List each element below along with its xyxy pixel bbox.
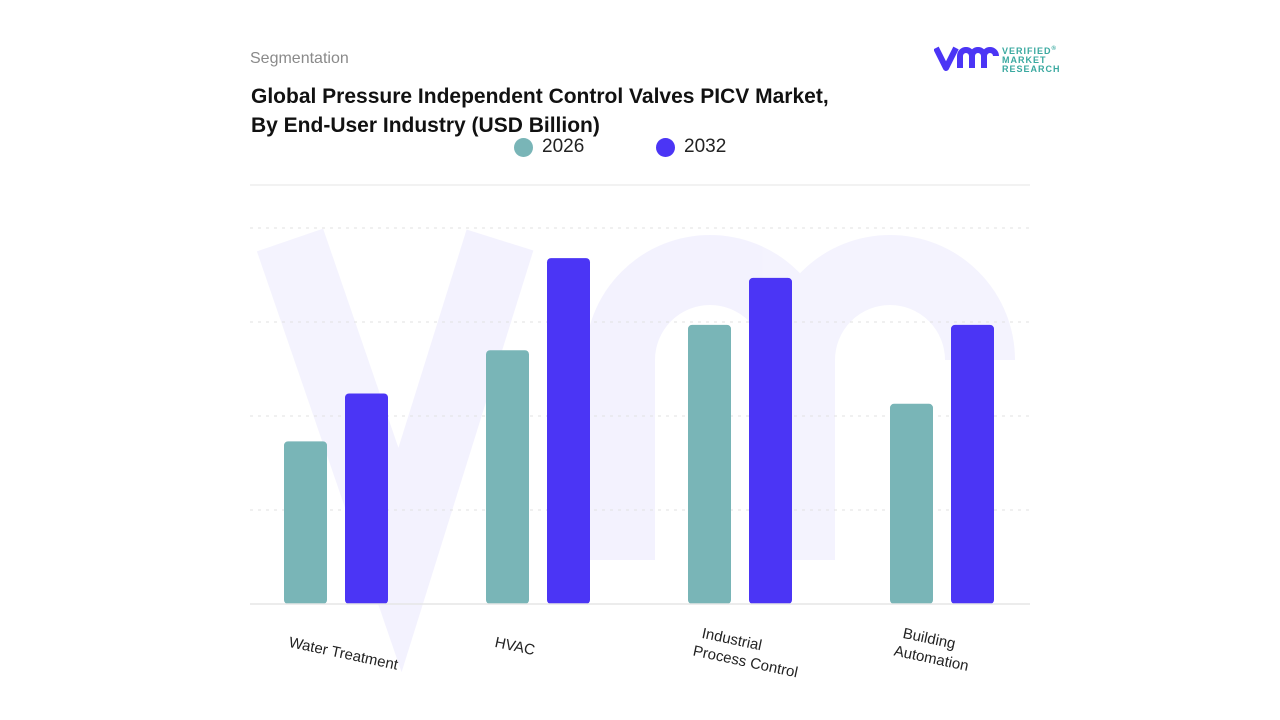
legend-label-2032: 2032 (684, 136, 727, 157)
bar-2026-building-automation (890, 403, 933, 604)
legend-swatch-2026 (514, 137, 533, 157)
bar-2026-industrial-process-control (688, 324, 731, 604)
title-line-2: By End-User Industry (USD Billion) (251, 114, 600, 137)
legend-swatch-2032 (656, 137, 675, 157)
bar-2026-hvac (486, 350, 529, 604)
bar-2032-industrial-process-control (749, 277, 792, 604)
bar-2032-building-automation (951, 324, 994, 604)
legend-item-2032: 2032 (656, 136, 726, 158)
logo-text: VERIFIED® MARKET RESEARCH (1002, 46, 1061, 74)
section-label: Segmentation (250, 50, 349, 67)
bar-2032-water-treatment (345, 393, 388, 604)
chart-title: Global Pressure Independent Control Valv… (251, 82, 951, 140)
legend-item-2026: 2026 (514, 136, 584, 158)
bar-2026-water-treatment (284, 441, 327, 604)
title-line-1: Global Pressure Independent Control Valv… (251, 85, 829, 108)
legend-label-2026: 2026 (542, 136, 585, 157)
bar-2032-hvac (547, 258, 590, 604)
watermark-logo (256, 228, 1015, 673)
vmr-logo-icon (934, 46, 999, 71)
